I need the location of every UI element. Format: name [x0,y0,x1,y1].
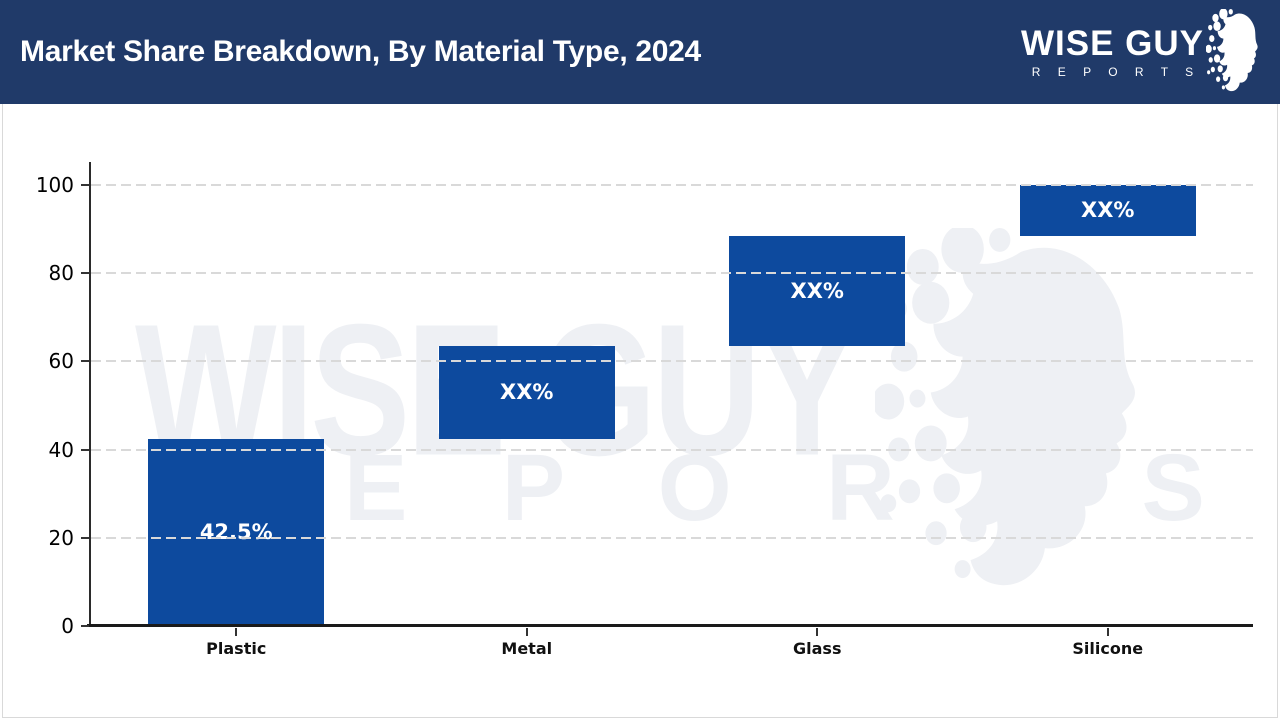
y-axis-line [89,162,91,626]
gridline-60 [91,360,1253,363]
y-tick-40 [81,448,89,451]
y-tick-label-40: 40 [48,437,74,462]
bar-value-label: XX% [1081,198,1135,223]
x-tick-silicone [1106,628,1109,636]
y-tick-0 [81,625,89,627]
x-tick-plastic [235,628,238,636]
y-tick-label-100: 100 [35,173,74,197]
y-tick-label-0: 0 [61,614,74,638]
wise-guy-logo: WISE GUY R E P O R T S [1021,7,1264,97]
y-tick-label-60: 60 [48,349,74,374]
logo-subtext: R E P O R T S [1031,65,1201,80]
y-tick-20 [81,536,89,539]
gridline-40 [91,448,1253,451]
page-title: Market Share Breakdown, By Material Type… [20,35,701,68]
category-label-metal: Metal [501,639,553,658]
gridline-80 [91,272,1253,275]
bar-value-label: 42.5% [199,520,273,545]
x-tick-glass [816,628,819,636]
plot-area: 0 20 40 60 80 100 42.5% Plastic XX% Metal XX% Glass… [36,162,1253,658]
category-label-plastic: Plastic [206,639,267,658]
y-tick-60 [81,360,89,363]
category-label-silicone: Silicone [1072,639,1144,658]
y-tick-label-80: 80 [48,261,74,286]
header-bar: Market Share Breakdown, By Material Type… [0,0,1280,104]
y-tick-100 [81,184,89,186]
logo-wordmark: WISE GUY [1020,23,1204,63]
y-tick-label-20: 20 [48,525,74,550]
x-tick-metal [525,628,528,636]
category-label-glass: Glass [793,639,842,658]
x-axis-line [87,624,1253,627]
bar-value-label: XX% [500,380,554,405]
bar-silicone: XX% [1019,185,1196,236]
logo-text: WISE GUY R E P O R T S [1020,23,1204,80]
gridline-20 [91,536,1253,539]
bar-glass: XX% [729,235,906,346]
logo-face-icon [1206,9,1258,92]
gridline-100 [91,184,1253,186]
y-tick-80 [81,272,89,275]
chart-panel: WISE GUY R E P O R T S 0 20 40 60 80 100 42.5%… [2,104,1278,718]
bar-plastic: 42.5% [148,438,325,626]
bar-value-label: XX% [790,278,844,303]
